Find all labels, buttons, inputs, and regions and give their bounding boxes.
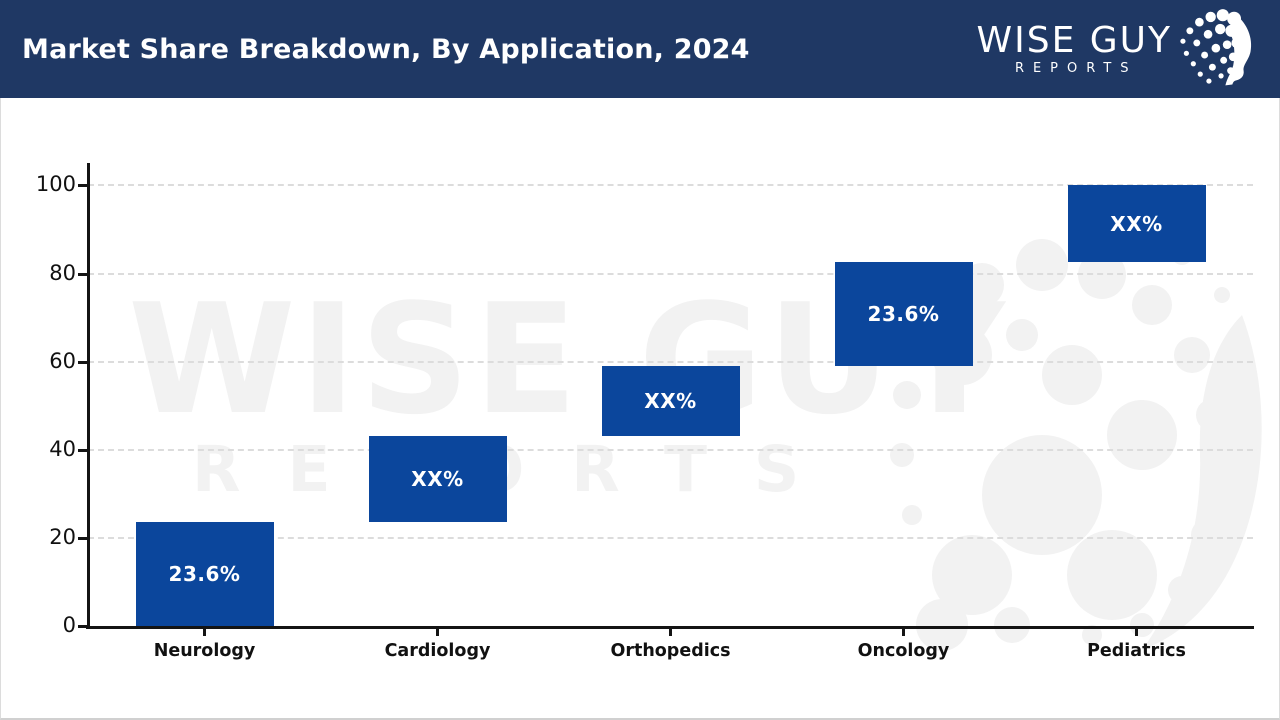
x-tick-mark — [902, 629, 905, 636]
gridline-100 — [88, 184, 1253, 187]
x-tick-mark — [1135, 629, 1138, 636]
header-bar: Market Share Breakdown, By Application, … — [0, 0, 1280, 98]
bar-value-label: XX% — [1110, 211, 1163, 236]
gridline-80 — [88, 272, 1253, 275]
y-tick-mark — [78, 448, 87, 452]
category-label-oncology: Oncology — [857, 641, 950, 661]
gridline-40 — [88, 448, 1253, 451]
logo-brand-subtitle: REPORTS — [1014, 61, 1138, 76]
x-tick-mark — [669, 629, 672, 636]
bar-oncology: 23.6% — [834, 262, 973, 367]
y-tick-label: 20 — [49, 524, 76, 549]
category-label-neurology: Neurology — [153, 641, 256, 661]
y-tick-label: 100 — [35, 172, 76, 197]
gridline-20 — [88, 536, 1253, 539]
bar-value-label: XX% — [644, 388, 697, 413]
y-tick-label: 80 — [49, 260, 76, 285]
bar-value-label: 23.6% — [168, 562, 241, 586]
x-tick-mark — [203, 629, 206, 636]
wiseguy-head-icon — [1180, 9, 1252, 86]
y-tick-mark — [78, 360, 87, 364]
category-label-cardiology: Cardiology — [384, 641, 491, 661]
category-label-pediatrics: Pediatrics — [1087, 641, 1186, 661]
y-tick-mark — [78, 625, 87, 628]
y-tick-label: 0 — [62, 613, 76, 637]
x-tick-mark — [436, 629, 439, 636]
category-label-orthopedics: Orthopedics — [610, 641, 731, 661]
bar-value-label: XX% — [411, 466, 464, 491]
y-tick-mark — [78, 536, 87, 540]
x-axis-line — [86, 626, 1254, 629]
y-tick-label: 60 — [49, 348, 76, 373]
y-axis-line — [87, 163, 90, 629]
logo-brand-name: WISE GUY — [976, 20, 1172, 61]
y-tick-label: 40 — [49, 436, 76, 461]
bar-neurology: 23.6% — [135, 522, 274, 626]
bar-value-label: 23.6% — [867, 302, 940, 327]
y-tick-mark — [78, 184, 87, 188]
wiseguy-logo: WISE GUY REPORTS — [977, 5, 1255, 93]
y-tick-mark — [78, 272, 87, 276]
watermark-text-secondary: REPORTS — [192, 433, 847, 506]
gridline-60 — [88, 360, 1253, 363]
bar-orthopedics: XX% — [601, 366, 740, 436]
bar-pediatrics: XX% — [1067, 185, 1206, 263]
page-title: Market Share Breakdown, By Application, … — [22, 33, 750, 65]
bar-cardiology: XX% — [368, 435, 507, 522]
wiseguy-logo-text: WISE GUY REPORTS — [976, 20, 1173, 76]
